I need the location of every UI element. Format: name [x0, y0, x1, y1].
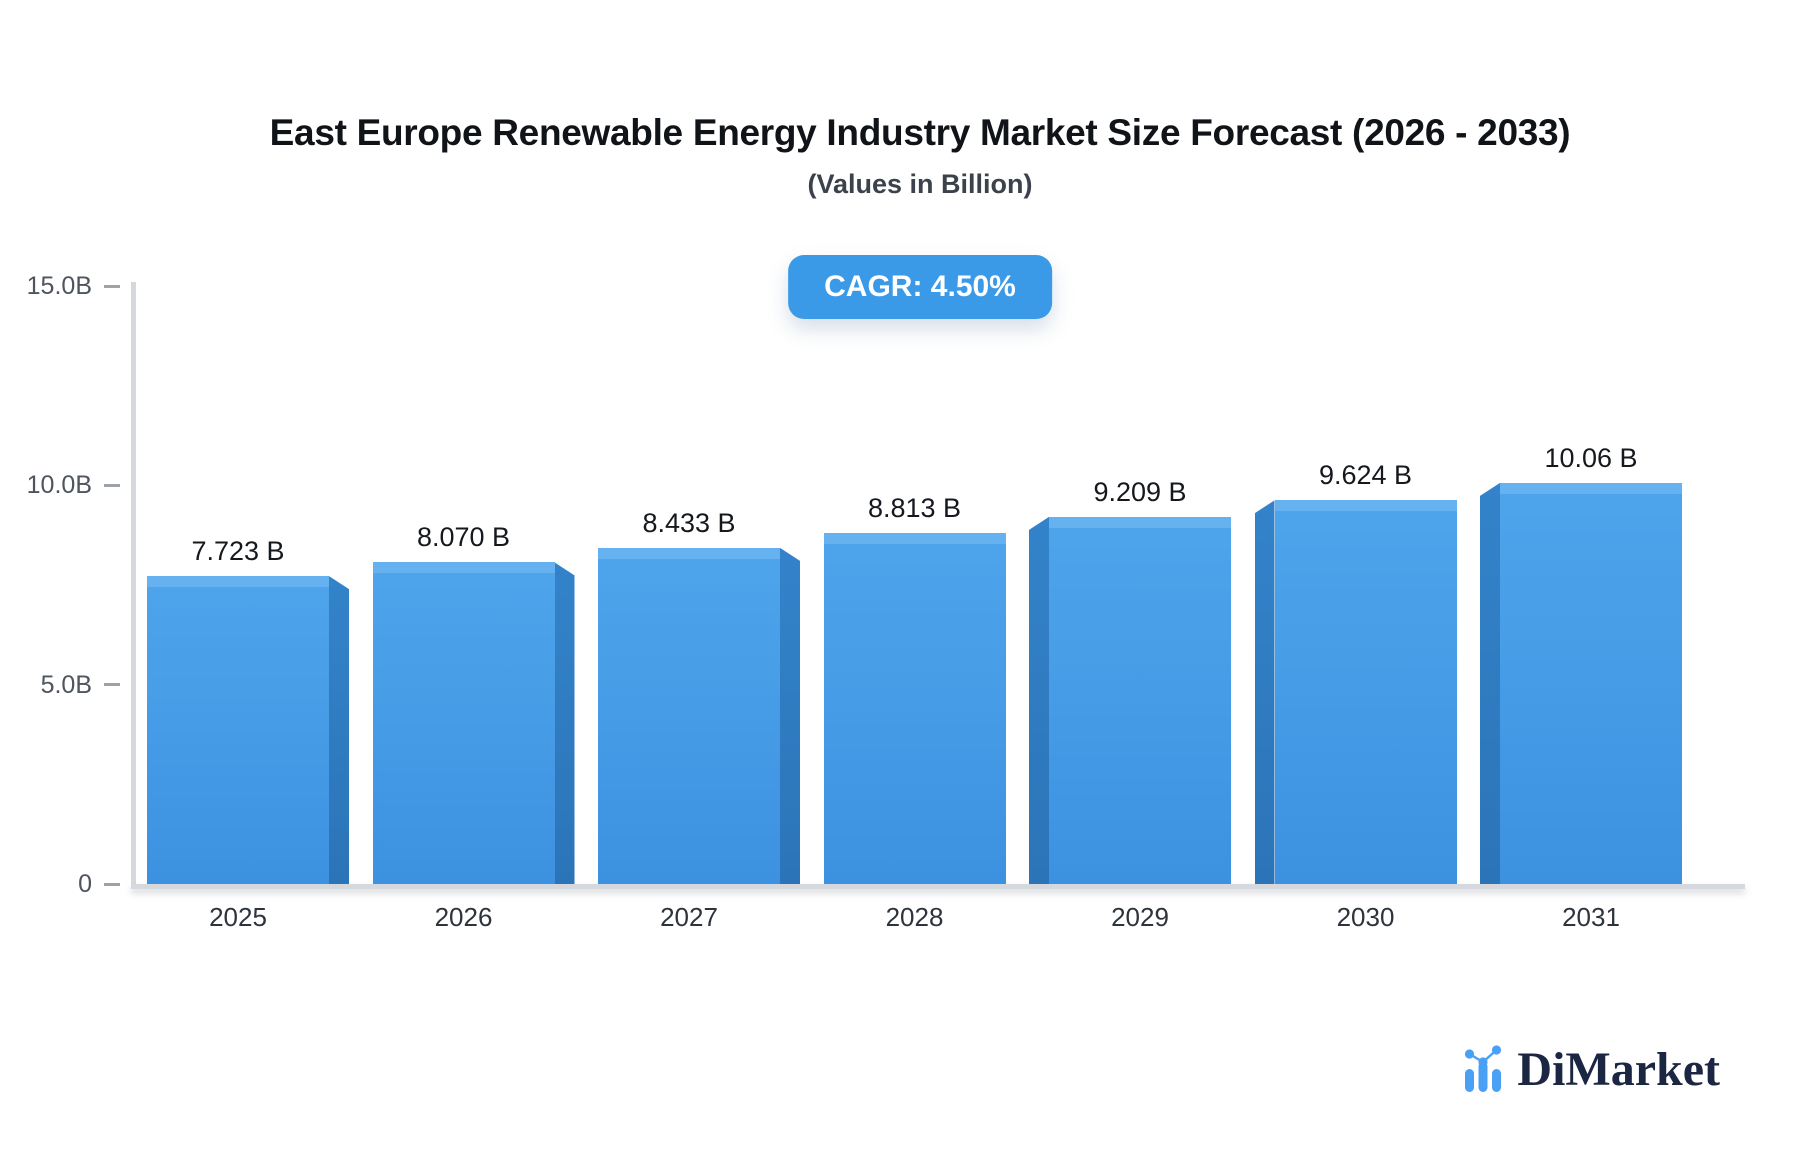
bar-value-label: 9.209 B [1093, 476, 1187, 507]
bars-row: 7.723 B 2025 8.070 B 2026 8.433 B 2027 8.813 B… [147, 286, 1682, 931]
bar-chart-logo-icon [1465, 1045, 1502, 1092]
bar-3d-side [554, 562, 575, 884]
bar-value-label: 8.433 B [642, 507, 736, 538]
brand-name: DiMarket [1517, 1043, 1720, 1096]
y-tick-mark [104, 483, 120, 487]
bar-3d-side [1029, 516, 1049, 884]
bar-3d-side [780, 547, 800, 884]
chart-title: East Europe Renewable Energy Industry Ma… [269, 112, 1571, 153]
bar-face [823, 532, 1006, 884]
bar-2029[interactable]: 9.209 B 2029 [1029, 477, 1231, 931]
y-tick-mark [104, 284, 120, 288]
bar-face [1049, 516, 1231, 884]
bar-face [1274, 500, 1457, 884]
y-axis-label: 0 [78, 870, 92, 898]
bar-2030[interactable]: 9.624 B 2030 [1254, 460, 1457, 931]
x-axis-label: 2026 [434, 902, 493, 932]
bar-3d-side [1254, 500, 1275, 884]
bar-2028[interactable]: 8.813 B 2028 [823, 493, 1006, 931]
cagr-badge: CAGR: 4.50% [788, 255, 1052, 319]
bar-value-label: 8.813 B [867, 492, 962, 523]
x-axis-label: 2025 [209, 902, 267, 932]
bar-face [598, 547, 780, 884]
bar-value-label: 8.070 B [416, 522, 511, 553]
x-axis-label: 2030 [1336, 902, 1395, 932]
y-tick-mark [104, 882, 120, 886]
bar-value-label: 10.06 B [1544, 442, 1638, 473]
y-axis-label: 5.0B [40, 670, 92, 699]
y-axis-label: 15.0B [26, 272, 92, 300]
bar-3d-side [329, 576, 349, 884]
x-axis-line [131, 884, 1745, 889]
x-axis-label: 2029 [1111, 902, 1169, 932]
bar-3d-side [1480, 482, 1500, 884]
bar-face [372, 562, 555, 884]
x-axis-label: 2028 [885, 902, 944, 932]
y-tick-mark [104, 683, 120, 687]
x-axis-label: 2031 [1562, 902, 1620, 932]
bar-2027[interactable]: 8.433 B 2027 [598, 508, 800, 931]
bar-2031[interactable]: 10.06 B 2031 [1480, 443, 1682, 931]
bar-value-label: 7.723 B [191, 536, 285, 567]
x-axis-label: 2027 [660, 902, 718, 932]
bar-face [147, 576, 329, 884]
bar-face [1500, 482, 1682, 884]
plot-area: 0 5.0B 10.0B 15.0B 7.723 B 2025 8.070 B 2026 8.… [27, 272, 1745, 931]
brand-logo: DiMarket [1461, 1043, 1720, 1096]
bar-2025[interactable]: 7.723 B 2025 [147, 536, 349, 931]
y-axis-label: 10.0B [26, 471, 92, 500]
y-axis-line [131, 282, 136, 884]
bar-value-label: 9.624 B [1318, 460, 1413, 491]
chart-subtitle: (Values in Billion) [807, 169, 1033, 199]
bar-2026[interactable]: 8.070 B 2026 [372, 522, 575, 931]
